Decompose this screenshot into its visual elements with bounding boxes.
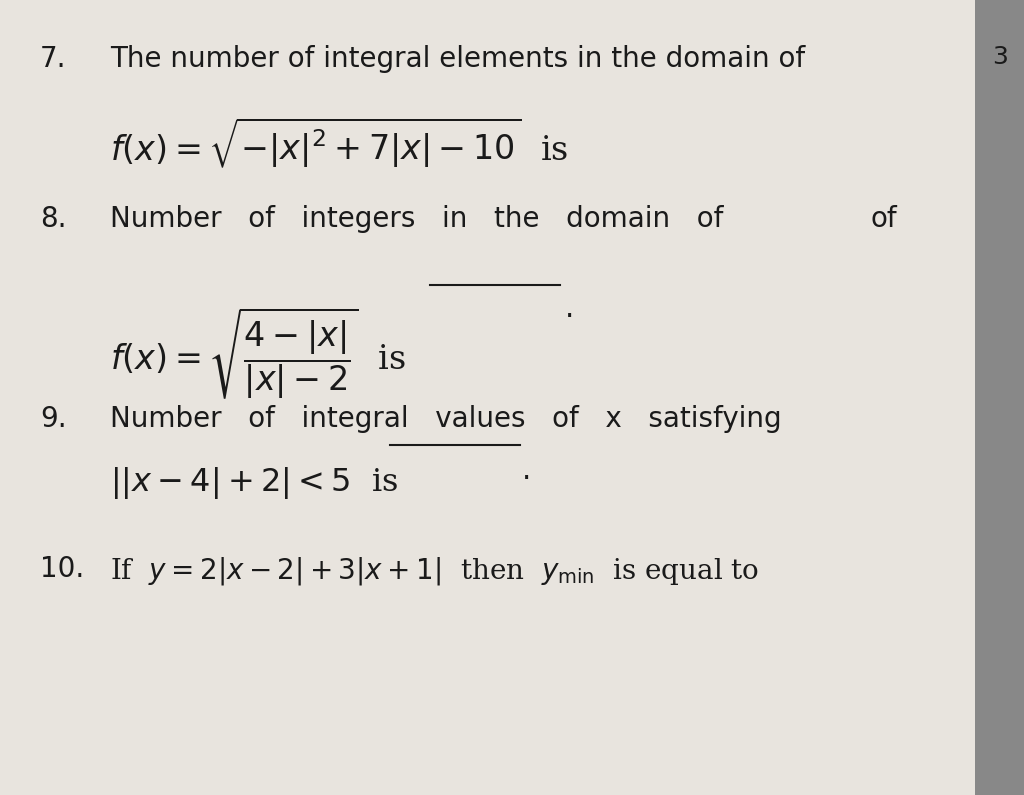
Text: of: of [870, 205, 897, 233]
Text: $f(x) = \sqrt{\dfrac{4 - |x|}{|x| - 2}}$  is: $f(x) = \sqrt{\dfrac{4 - |x|}{|x| - 2}}$… [110, 305, 407, 401]
Text: .: . [522, 457, 531, 485]
Text: 7.: 7. [40, 45, 67, 73]
Text: 9.: 9. [40, 405, 67, 433]
Text: $||x - 4| + 2| < 5$  is: $||x - 4| + 2| < 5$ is [110, 465, 398, 501]
Text: .: . [565, 295, 574, 323]
Text: $f(x) = \sqrt{-|x|^2 + 7|x| - 10}$  is: $f(x) = \sqrt{-|x|^2 + 7|x| - 10}$ is [110, 115, 568, 170]
Text: If  $y = 2|x - 2| + 3|x + 1|$  then  $y_{\min}$  is equal to: If $y = 2|x - 2| + 3|x + 1|$ then $y_{\m… [110, 555, 759, 587]
Text: 10.: 10. [40, 555, 84, 583]
Text: 8.: 8. [40, 205, 67, 233]
Bar [975, 0, 1024, 795]
Text: The number of integral elements in the domain of: The number of integral elements in the d… [110, 45, 805, 73]
Text: 3: 3 [992, 45, 1008, 69]
Text: Number   of   integers   in   the   domain   of: Number of integers in the domain of [110, 205, 723, 233]
Text: Number   of   integral   values   of   x   satisfying: Number of integral values of x satisfyin… [110, 405, 781, 433]
